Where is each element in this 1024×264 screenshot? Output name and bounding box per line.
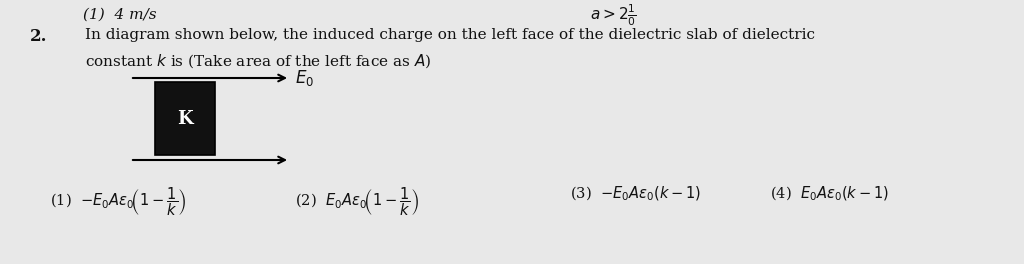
Text: $E_0$: $E_0$ (295, 68, 314, 88)
Text: (1)  $-E_0 A\varepsilon_0\!\left(1-\dfrac{1}{k}\right)$: (1) $-E_0 A\varepsilon_0\!\left(1-\dfrac… (50, 185, 186, 218)
Text: (4)  $E_0 A\varepsilon_0(k-1)$: (4) $E_0 A\varepsilon_0(k-1)$ (770, 185, 889, 203)
Text: K: K (177, 110, 193, 128)
Text: (1)  4 m/s: (1) 4 m/s (83, 8, 157, 22)
Text: In diagram shown below, the induced charge on the left face of the dielectric sl: In diagram shown below, the induced char… (85, 28, 815, 42)
Text: 2.: 2. (30, 28, 47, 45)
Text: (2)  $E_0 A\varepsilon_0\!\left(1-\dfrac{1}{k}\right)$: (2) $E_0 A\varepsilon_0\!\left(1-\dfrac{… (295, 185, 420, 218)
Text: constant $k$ is (Take area of the left face as $A$): constant $k$ is (Take area of the left f… (85, 52, 431, 70)
Bar (155, 82, 215, 155)
Text: (3)  $-E_0 A\varepsilon_0(k-1)$: (3) $-E_0 A\varepsilon_0(k-1)$ (570, 185, 701, 203)
Text: $a > 2\frac{1}{0}$: $a > 2\frac{1}{0}$ (590, 2, 637, 27)
